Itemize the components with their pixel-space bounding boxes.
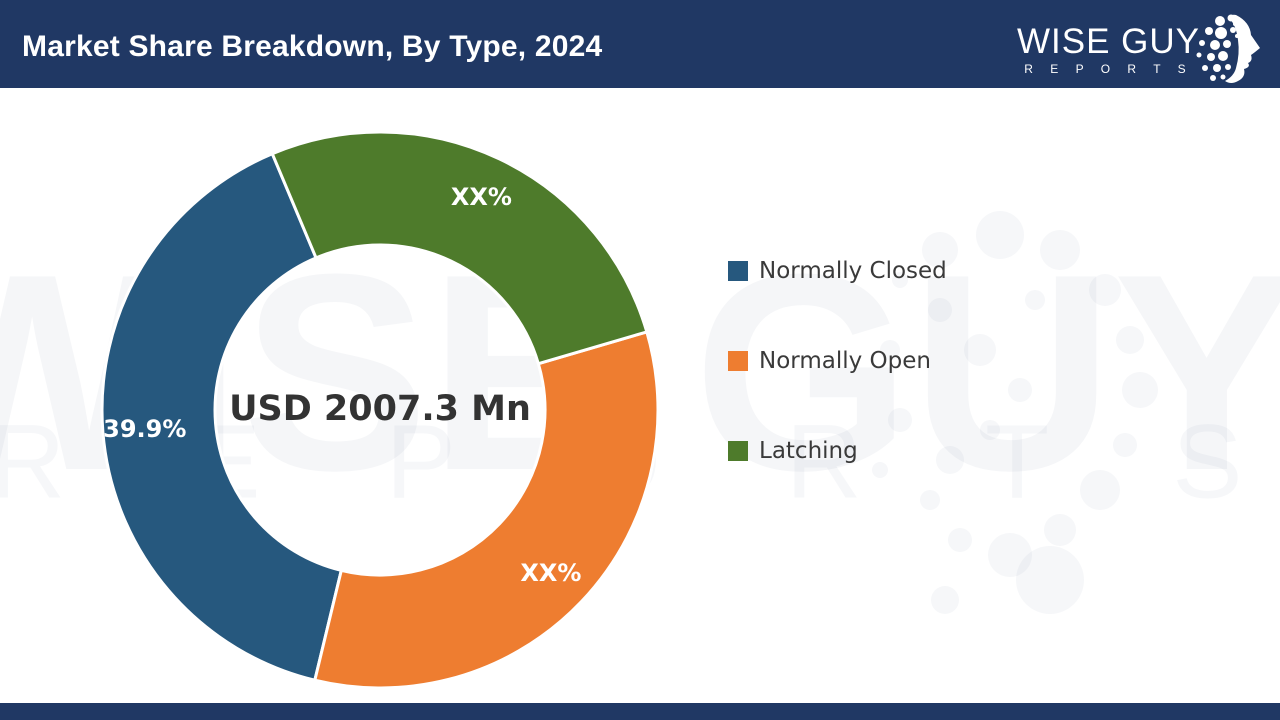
logo-wordmark: WISE GUY <box>1016 21 1200 61</box>
header-bar: Market Share Breakdown, By Type, 2024 WI… <box>0 0 1280 88</box>
footer-bar <box>0 703 1280 720</box>
segment-label: XX% <box>451 183 512 211</box>
legend-swatch-normally-closed <box>728 261 748 281</box>
page-title: Market Share Breakdown, By Type, 2024 <box>22 30 603 63</box>
watermark-face-dots <box>872 211 1158 614</box>
logo-subtitle: R E P O R T S <box>1024 61 1193 76</box>
segment-label: 39.9% <box>103 415 186 443</box>
legend-item-normally-closed: Normally Closed <box>728 257 947 285</box>
wise-guy-logo: WISE GUY R E P O R T S <box>1017 10 1266 88</box>
legend-label: Latching <box>759 438 858 464</box>
legend-item-latching: Latching <box>728 437 858 465</box>
segment-label: XX% <box>520 559 581 587</box>
legend-swatch-normally-open <box>728 351 748 371</box>
legend-label: Normally Open <box>759 348 931 374</box>
donut-segment <box>313 330 660 690</box>
logo-face-icon <box>1196 14 1260 83</box>
donut-center-value: USD 2007.3 Mn <box>229 389 531 429</box>
donut-segment <box>100 152 343 682</box>
donut-segment <box>270 130 649 366</box>
legend-label: Normally Closed <box>759 258 947 284</box>
donut-segments: 39.9% XX% XX% <box>100 130 660 690</box>
legend-item-normally-open: Normally Open <box>728 347 931 375</box>
legend-swatch-latching <box>728 441 748 461</box>
